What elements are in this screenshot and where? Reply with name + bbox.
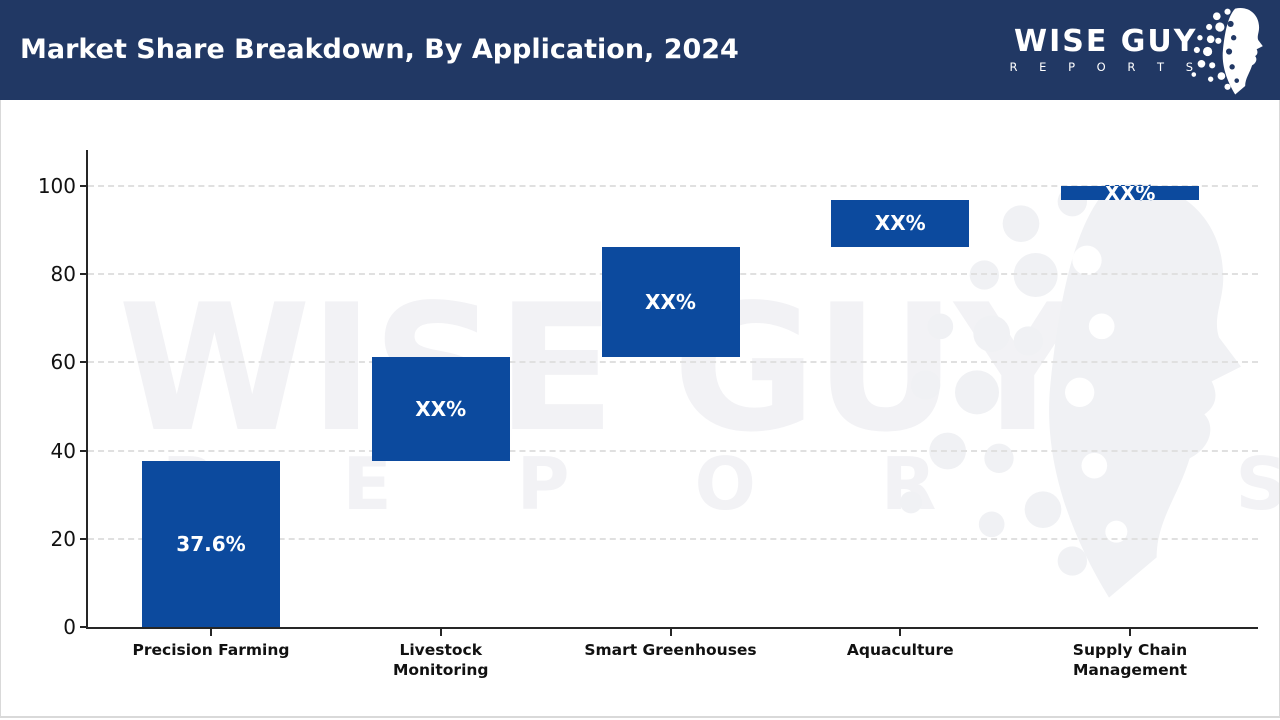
- y-tick-mark: [80, 449, 88, 452]
- bar-value-label: XX%: [874, 211, 926, 236]
- x-tick-mark: [669, 629, 672, 636]
- x-tick-mark: [210, 629, 212, 636]
- y-tick-mark: [80, 626, 88, 628]
- x-tick-mark: [439, 629, 442, 636]
- gridline: [88, 185, 1258, 187]
- bar-value-label: 37.6%: [176, 532, 246, 557]
- bar: XX%: [601, 246, 740, 358]
- y-tick-label: 40: [50, 438, 76, 463]
- bar: XX%: [371, 357, 510, 462]
- gridline: [88, 537, 1258, 540]
- left-border-line: [0, 100, 1, 717]
- y-tick-mark: [80, 361, 88, 364]
- bottom-border-line: [0, 716, 1280, 718]
- bar: 37.6%: [142, 461, 280, 627]
- gridline: [88, 449, 1258, 452]
- x-axis-spine: [86, 627, 1258, 629]
- y-tick-label: 0: [63, 615, 76, 639]
- y-tick-mark: [80, 185, 88, 187]
- wiseguy-face-icon: [1191, 8, 1263, 95]
- bar-value-label: XX%: [415, 397, 467, 422]
- wiseguy-logo: WISE GUY R E P O R T S: [1010, 4, 1273, 96]
- x-tick-mark: [899, 629, 902, 636]
- y-tick-label: 100: [37, 174, 76, 198]
- x-tick-label: Livestock Monitoring: [392, 641, 489, 680]
- x-tick-label: Supply Chain Management: [1072, 641, 1188, 680]
- y-tick-label: 60: [50, 350, 76, 375]
- bar-value-label: XX%: [1104, 186, 1156, 201]
- page-title: Market Share Breakdown, By Application, …: [20, 34, 739, 65]
- bar-value-label: XX%: [645, 289, 696, 314]
- x-tick-label: Aquaculture: [846, 641, 954, 659]
- header-bar: Market Share Breakdown, By Application, …: [0, 0, 1280, 100]
- y-axis-spine: [86, 150, 88, 629]
- bar: XX%: [1061, 186, 1199, 201]
- x-tick-label: Precision Farming: [132, 641, 290, 659]
- logo-text: WISE GUY R E P O R T S: [1010, 26, 1203, 74]
- logo-subtitle: R E P O R T S: [1009, 59, 1202, 74]
- y-tick-mark: [80, 273, 88, 276]
- gridline: [88, 361, 1258, 364]
- logo-wordmark: WISE GUY: [1013, 24, 1198, 60]
- watermark-text: WISE GUY: [118, 268, 1081, 471]
- y-tick-label: 20: [50, 526, 76, 551]
- x-tick-label: Smart Greenhouses: [584, 641, 757, 659]
- x-tick-mark: [1129, 629, 1131, 636]
- bar: XX%: [831, 200, 970, 247]
- y-tick-label: 80: [50, 262, 76, 287]
- y-tick-mark: [80, 537, 88, 540]
